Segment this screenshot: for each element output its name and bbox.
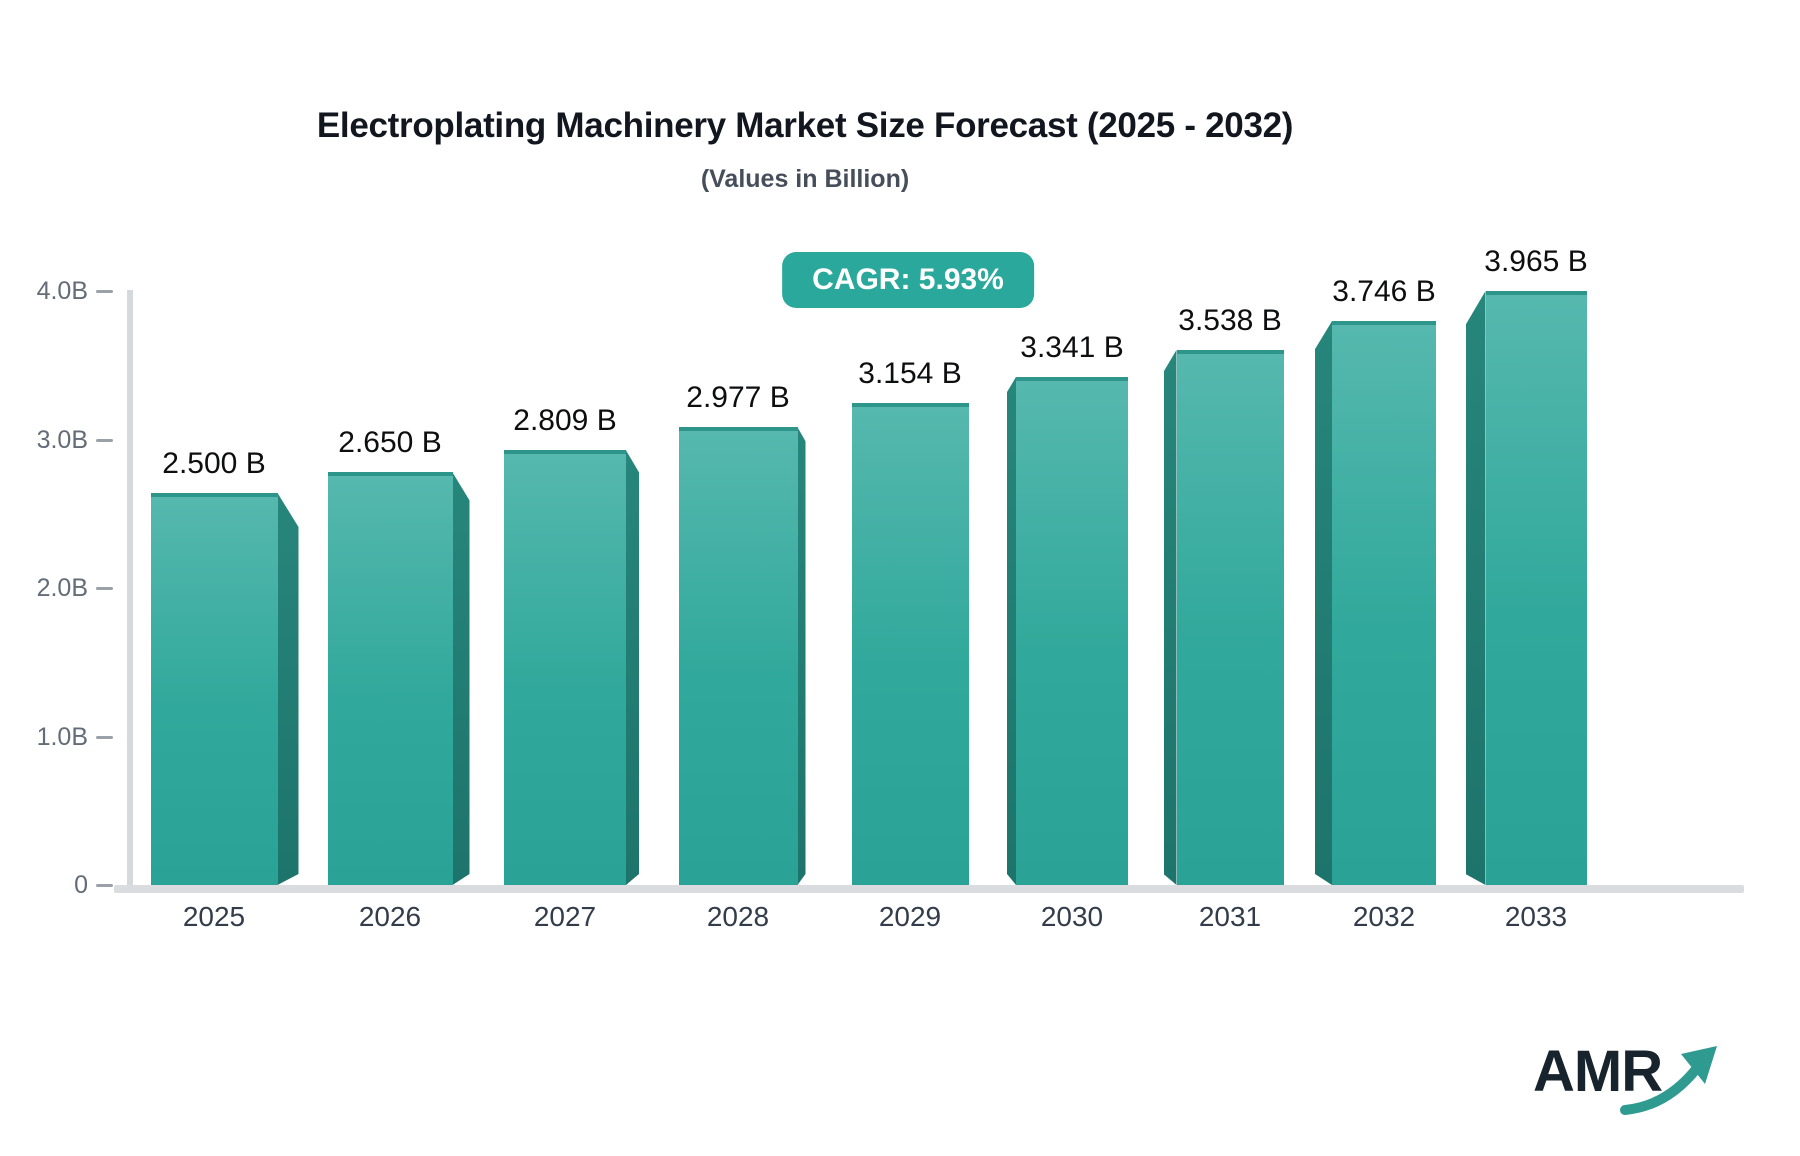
y-tick-mark: [96, 884, 113, 887]
bar-face: [1016, 377, 1128, 885]
bar-face: [1485, 290, 1587, 885]
bar-side-face: [626, 450, 639, 885]
bar-value-label: 3.341 B: [1020, 331, 1124, 365]
x-axis-label: 2029: [878, 901, 942, 932]
x-axis-label: 2028: [706, 901, 770, 932]
bar-face: [678, 427, 798, 885]
y-tick-mark: [96, 290, 113, 293]
bar-value-label: 3.154 B: [858, 356, 962, 390]
bar-face: [851, 402, 969, 885]
bar-side-face: [278, 493, 299, 885]
y-tick-mark: [96, 438, 113, 442]
y-tick-label: 0: [74, 871, 88, 899]
x-axis-label: 2026: [358, 901, 422, 932]
y-tick-label: 4.0B: [36, 277, 88, 305]
bar-value-label: 2.650 B: [338, 426, 442, 460]
bar-side-face: [798, 427, 806, 885]
y-tick-label: 1.0B: [36, 722, 88, 751]
bar-side-face: [1164, 350, 1177, 885]
bar-face: [1332, 321, 1436, 885]
bar-value-label: 3.538 B: [1178, 303, 1282, 337]
amr-logo-text: AMR: [1533, 1039, 1663, 1104]
y-tick-label: 2.0B: [36, 574, 88, 602]
bar-value-label: 2.977 B: [686, 381, 790, 415]
bar-value-label: 3.965 B: [1484, 244, 1588, 278]
y-tick-mark: [96, 735, 113, 739]
chart-subtitle: (Values in Billion): [700, 165, 910, 193]
bar-face: [150, 493, 278, 885]
y-axis-line: [127, 290, 133, 893]
amr-logo: AMR: [1533, 1038, 1783, 1124]
y-tick-mark: [96, 587, 113, 590]
bar-side-face: [1466, 291, 1486, 885]
bar-side-face: [453, 472, 470, 885]
x-axis-label: 2030: [1040, 901, 1104, 932]
bar-side-face: [1315, 321, 1332, 885]
bar-face: [504, 450, 626, 885]
bar-face: [327, 472, 453, 885]
bar-side-face: [1007, 377, 1016, 885]
chart-title: Electroplating Machinery Market Size For…: [316, 106, 1294, 145]
cagr-badge: CAGR: 5.93%: [782, 252, 1034, 308]
bar-face: [1176, 349, 1284, 885]
bar-value-label: 3.746 B: [1332, 275, 1436, 309]
x-axis-label: 2033: [1504, 901, 1568, 932]
x-axis-label: 2031: [1198, 901, 1262, 932]
bar-value-label: 2.809 B: [513, 404, 617, 438]
x-axis-label: 2032: [1352, 901, 1416, 932]
y-tick-label: 3.0B: [36, 425, 88, 454]
bar-value-label: 2.500 B: [162, 447, 266, 480]
x-axis-label: 2027: [533, 901, 597, 932]
x-axis-label: 2025: [182, 901, 246, 932]
x-axis-baseline: [114, 885, 1744, 893]
trend-arrow-icon: [1620, 1046, 1717, 1115]
